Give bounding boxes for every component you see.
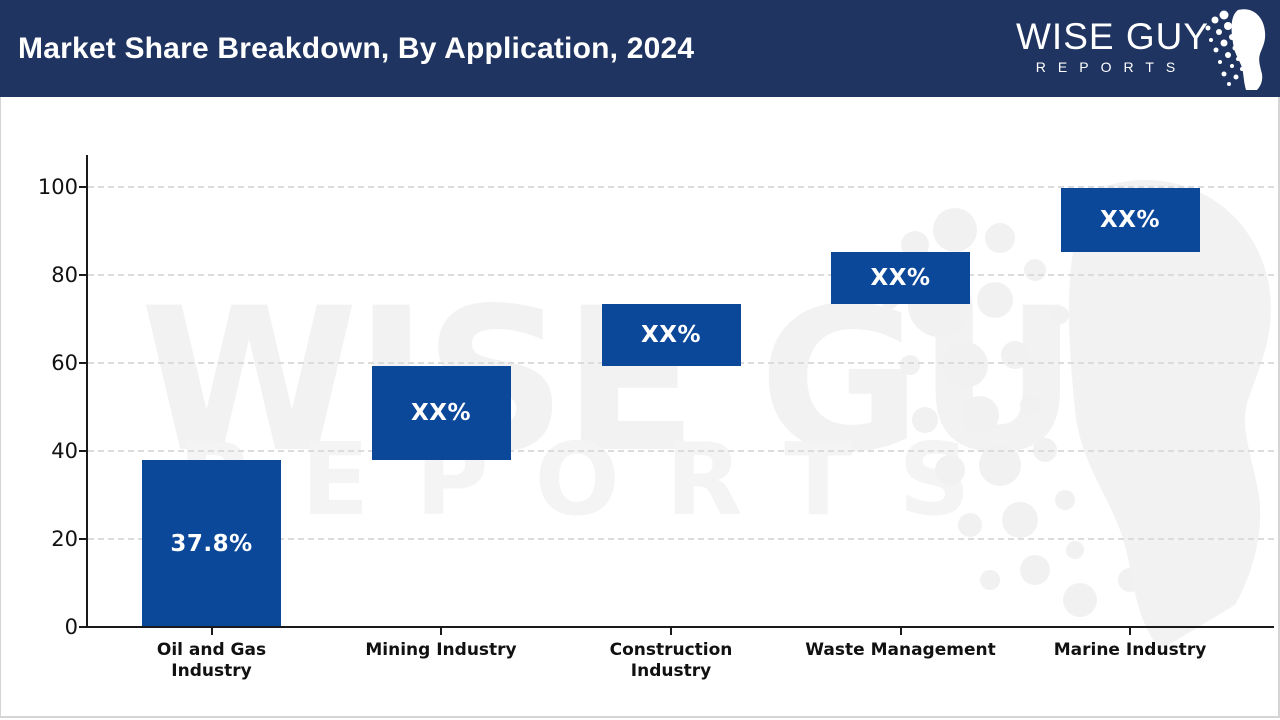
bar-value-label: XX% xyxy=(410,400,471,427)
bar-value-label: XX% xyxy=(870,265,931,292)
logo-head-icon xyxy=(1205,9,1266,90)
bar-value-label: 37.8% xyxy=(170,530,253,557)
watermark-head-icon xyxy=(881,180,1271,650)
bar-construction-industry: XX% xyxy=(601,304,741,366)
x-tick-mark-0 xyxy=(210,628,213,635)
watermark-reports: REPORTS xyxy=(178,421,1017,538)
y-axis-line xyxy=(86,155,88,628)
y-tick-label-40: 40 xyxy=(51,438,78,463)
x-tick-mark-2 xyxy=(670,628,672,635)
left-border xyxy=(0,97,1,718)
x-category-label-4: Marine Industry xyxy=(1053,640,1207,660)
bar-value-label: XX% xyxy=(1099,206,1160,233)
x-category-label-0: Oil and Gas Industry xyxy=(156,640,267,681)
bar-marine-industry: XX% xyxy=(1060,187,1200,253)
x-category-label-2: Construction Industry xyxy=(609,640,733,681)
x-category-label-1: Mining Industry xyxy=(365,640,517,660)
gridline-80 xyxy=(88,273,1274,276)
chart-title: Market Share Breakdown, By Application, … xyxy=(18,31,695,65)
bar-value-label: XX% xyxy=(640,321,701,348)
y-tick-mark-20 xyxy=(79,537,87,540)
bar-oil-and-gas-industry: 37.8% xyxy=(142,460,281,627)
x-axis-line xyxy=(86,626,1274,628)
y-tick-label-20: 20 xyxy=(51,526,78,551)
y-tick-mark-60 xyxy=(79,361,87,364)
y-tick-mark-0 xyxy=(79,626,87,628)
y-tick-label-60: 60 xyxy=(51,350,78,375)
y-tick-mark-40 xyxy=(79,449,87,452)
x-category-label-3: Waste Management xyxy=(805,640,996,660)
gridline-40 xyxy=(88,449,1274,452)
y-tick-mark-80 xyxy=(79,273,87,276)
x-tick-mark-1 xyxy=(440,628,442,635)
gridline-100 xyxy=(88,185,1274,188)
bottom-border xyxy=(0,716,1280,718)
logo-wise-guy-text: WISE GUY xyxy=(1016,16,1210,57)
x-tick-mark-4 xyxy=(1129,628,1131,635)
y-tick-label-0: 0 xyxy=(64,615,78,639)
right-border xyxy=(1278,97,1280,718)
logo-reports-text: REPORTS xyxy=(1035,59,1188,75)
gridline-20 xyxy=(88,537,1274,540)
y-tick-label-80: 80 xyxy=(51,262,78,287)
bar-mining-industry: XX% xyxy=(371,365,511,461)
header-bar: Market Share Breakdown, By Application, … xyxy=(0,0,1280,97)
bar-waste-management: XX% xyxy=(831,252,970,305)
x-tick-mark-3 xyxy=(899,628,902,635)
y-tick-mark-100 xyxy=(79,185,87,188)
wise-guy-logo: WISE GUY REPORTS xyxy=(1016,6,1266,92)
logo-text: WISE GUY REPORTS xyxy=(1016,16,1210,76)
y-tick-label-100: 100 xyxy=(37,174,78,199)
